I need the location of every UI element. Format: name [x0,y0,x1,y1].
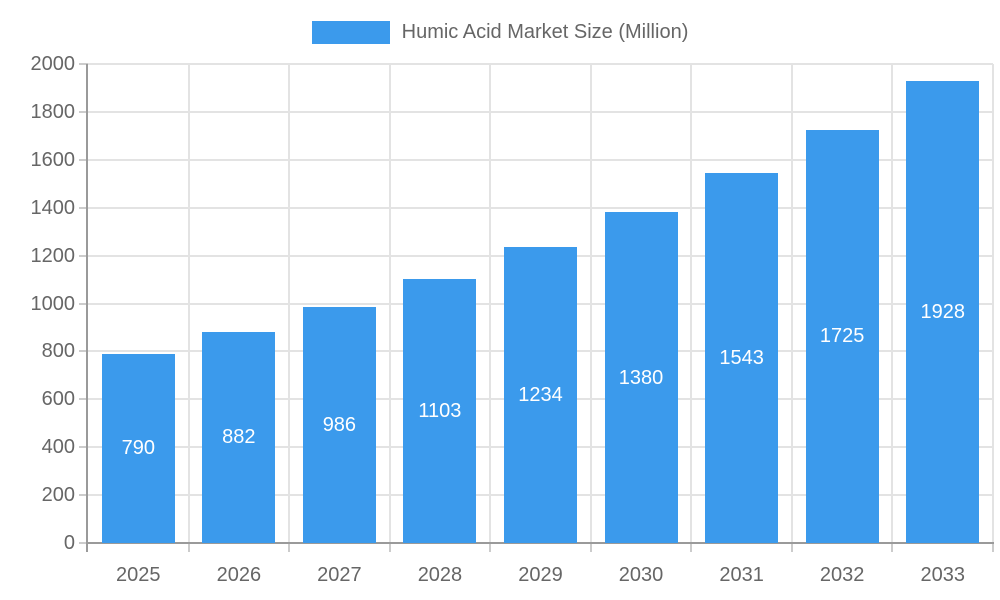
y-gridline [88,206,993,209]
x-gridline [891,64,894,543]
bar-2032[interactable] [805,129,879,543]
y-tick-mark [79,398,88,401]
y-axis-tick-label: 1000 [30,292,76,315]
y-axis-tick-label: 1400 [30,196,76,219]
y-tick-mark [79,110,88,113]
x-gridline [388,64,391,543]
y-tick-mark [79,158,88,161]
y-tick-mark [79,206,88,209]
x-axis-line [86,542,994,544]
y-gridline [88,63,993,65]
x-tick-mark [489,543,492,552]
x-gridline [489,64,492,543]
bar-2029[interactable] [504,247,577,543]
bar-2033[interactable] [906,81,980,543]
x-tick-mark [589,543,592,552]
bar-2031[interactable] [705,173,779,543]
y-axis-tick-label: 1800 [30,100,76,123]
y-axis-tick-label: 400 [41,436,75,459]
y-tick-mark [79,254,88,257]
y-axis-tick-label: 200 [41,484,75,507]
x-axis-tick-label: 2025 [116,564,161,586]
legend-label: Humic Acid Market Size (Million) [401,20,689,43]
y-tick-mark [79,446,88,449]
y-tick-mark [79,494,88,497]
y-axis-line [86,64,88,552]
x-axis-tick-label: 2030 [618,564,664,586]
y-gridline [88,158,993,161]
x-axis-tick-label: 2026 [216,564,262,586]
y-axis-tick-label: 800 [41,340,75,363]
x-tick-mark [891,543,894,552]
legend-swatch-icon [311,20,390,44]
x-axis-tick-label: 2028 [417,564,463,586]
x-gridline [288,64,291,543]
x-tick-mark [187,543,190,552]
x-tick-mark [388,543,391,552]
bar-2025[interactable] [101,353,175,543]
x-gridline [589,64,592,543]
x-tick-mark [790,543,793,552]
bar-2028[interactable] [403,278,477,543]
x-tick-mark [288,543,291,552]
x-gridline [690,64,693,543]
x-axis-tick-label: 2029 [518,564,563,586]
bar-2026[interactable] [202,331,276,543]
legend: Humic Acid Market Size (Million) [0,19,1000,45]
y-tick-mark [79,542,88,544]
y-axis-tick-label: 0 [63,532,75,554]
x-axis-tick-label: 2033 [920,564,965,586]
x-tick-mark [690,543,693,552]
x-axis-tick-label: 2027 [317,564,362,586]
x-gridline [187,64,190,543]
y-tick-mark [79,350,88,353]
y-gridline [88,110,993,113]
legend-item[interactable]: Humic Acid Market Size (Million) [311,20,689,44]
bar-2027[interactable] [302,306,376,543]
x-axis-tick-label: 2031 [719,564,764,586]
bar-2030[interactable] [604,212,678,543]
y-tick-mark [79,63,88,65]
y-axis-tick-label: 2000 [30,53,76,75]
x-axis-tick-label: 2032 [819,564,865,586]
x-gridline [992,64,994,543]
y-tick-mark [79,302,88,305]
y-axis-tick-label: 1600 [30,148,76,171]
x-tick-mark [992,543,994,552]
y-axis-tick-label: 1200 [30,244,76,267]
x-gridline [790,64,793,543]
y-axis-tick-label: 600 [41,388,75,411]
